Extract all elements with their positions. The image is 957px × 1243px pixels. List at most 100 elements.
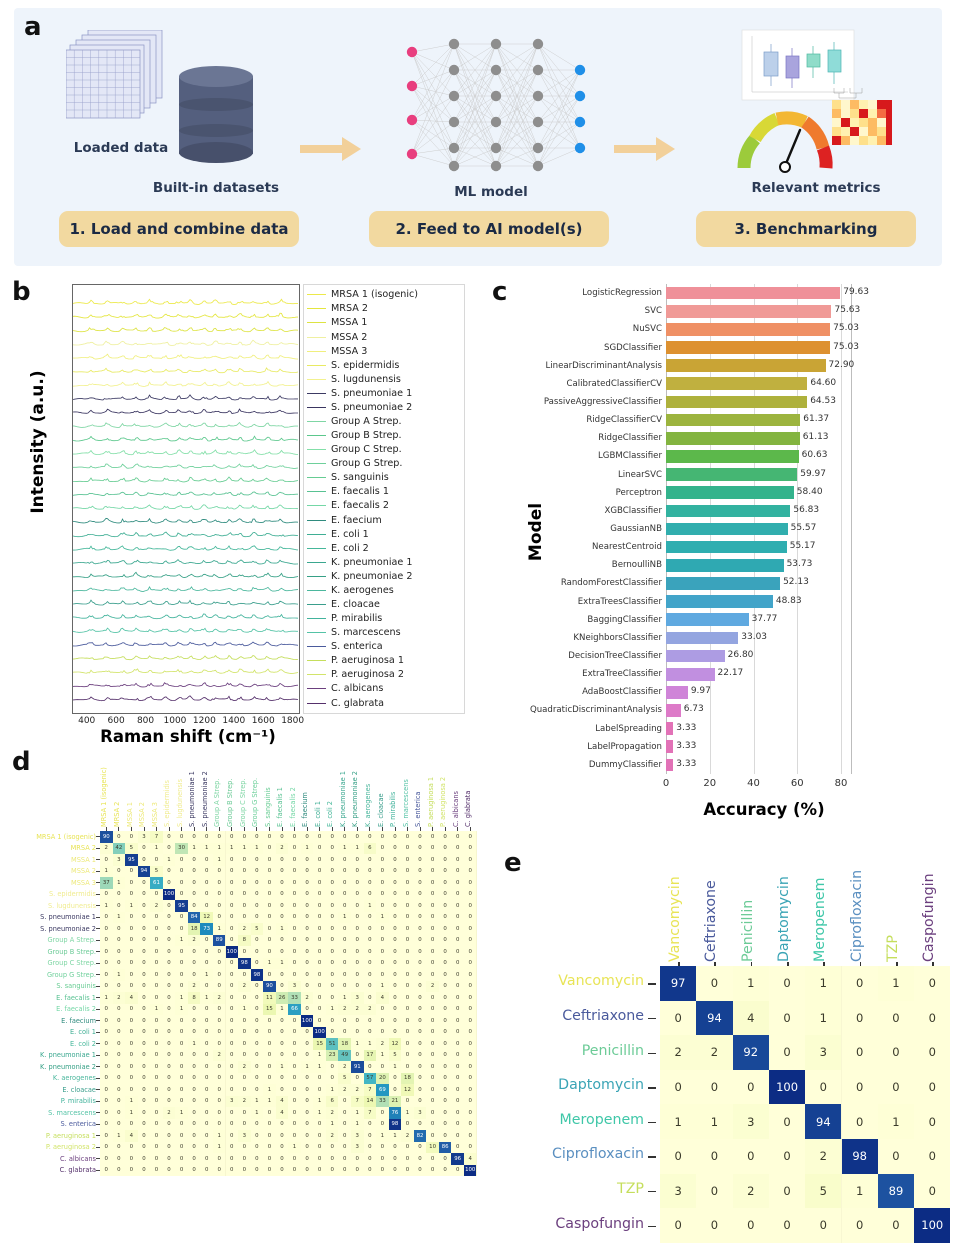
matrix-cell: 0 — [125, 969, 138, 981]
matrix-cell: 0 — [325, 934, 339, 946]
matrix-cell: 1 — [325, 1118, 339, 1130]
bar[interactable] — [666, 595, 773, 608]
row-tick — [96, 1100, 100, 1102]
legend-item[interactable]: Group A Strep. — [307, 415, 461, 429]
legend-item[interactable]: E. coli 1 — [307, 527, 461, 541]
legend-item[interactable]: E. faecalis 2 — [307, 499, 461, 513]
bar[interactable] — [666, 431, 800, 445]
bar[interactable] — [666, 468, 798, 481]
matrix-cell: 0 — [162, 1118, 176, 1130]
legend-item[interactable]: E. faecalis 1 — [307, 485, 461, 499]
matrix-cell: 0 — [162, 1095, 176, 1107]
matrix-cell: 0 — [338, 865, 351, 877]
legend-item[interactable]: P. aeruginosa 2 — [307, 668, 461, 682]
matrix-cell: 0 — [401, 1026, 414, 1038]
bar[interactable] — [666, 504, 791, 518]
bar[interactable] — [666, 558, 784, 572]
legend-item[interactable]: C. glabrata — [307, 696, 461, 710]
matrix-cell: 1 — [376, 1130, 389, 1142]
matrix-cell: 0 — [263, 1015, 276, 1027]
legend-item[interactable]: S. pneumoniae 1 — [307, 387, 461, 401]
legend-item[interactable]: MSSA 1 — [307, 316, 461, 330]
bar[interactable] — [666, 740, 674, 754]
legend-item[interactable]: Group G Strep. — [307, 457, 461, 471]
matrix-cell: 0 — [225, 957, 239, 969]
bar[interactable] — [666, 413, 801, 427]
matrix-cell: 0 — [225, 969, 239, 981]
bar[interactable] — [666, 304, 832, 318]
bar[interactable] — [666, 540, 787, 554]
legend-item[interactable]: Group C Strep. — [307, 443, 461, 457]
legend-item[interactable]: K. pneumoniae 2 — [307, 570, 461, 584]
matrix-cell: 0 — [263, 946, 276, 958]
legend-item[interactable]: MRSA 2 — [307, 302, 461, 316]
matrix-cell: 0 — [438, 1072, 452, 1084]
bar[interactable] — [666, 667, 715, 681]
bar[interactable] — [666, 486, 794, 500]
legend-item[interactable]: S. enterica — [307, 640, 461, 654]
legend-item[interactable]: P. mirabilis — [307, 612, 461, 626]
bar[interactable] — [666, 649, 725, 663]
matrix-cell: 4 — [376, 992, 389, 1004]
matrix-row-label: Group G Strep. — [46, 970, 96, 979]
matrix-cell: 0 — [426, 1130, 439, 1142]
bar[interactable] — [666, 359, 826, 373]
matrix-cell: 0 — [225, 1003, 239, 1015]
matrix-cell: 0 — [388, 980, 402, 992]
bar[interactable] — [666, 704, 681, 717]
matrix-cell: 0 — [351, 1164, 364, 1176]
step-1-pill[interactable]: 1. Load and combine data — [59, 211, 299, 247]
legend-item[interactable]: S. marcescens — [307, 626, 461, 640]
bar[interactable] — [666, 722, 674, 735]
matrix-cell: 0 — [438, 1003, 452, 1015]
bar[interactable] — [666, 631, 739, 645]
bar[interactable] — [666, 613, 749, 627]
legend-item[interactable]: K. pneumoniae 1 — [307, 555, 461, 569]
bar[interactable] — [666, 395, 808, 409]
matrix-cell: 0 — [388, 1084, 402, 1096]
bar[interactable] — [666, 685, 688, 699]
matrix-cell: 0 — [250, 1153, 264, 1165]
legend-item[interactable]: C. albicans — [307, 682, 461, 696]
matrix-cell: 0 — [212, 1015, 226, 1027]
bar[interactable] — [666, 577, 781, 590]
matrix-cell: 0 — [288, 1153, 301, 1165]
bar[interactable] — [666, 286, 841, 300]
bar[interactable] — [666, 377, 808, 391]
bar[interactable] — [666, 341, 831, 354]
x-tick-label: 20 — [703, 778, 717, 789]
matrix-cell: 0 — [338, 831, 351, 843]
step-2-pill[interactable]: 2. Feed to AI model(s) — [369, 211, 609, 247]
matrix-cell: 0 — [351, 980, 364, 992]
matrix-cell: 4 — [125, 992, 138, 1004]
matrix-cell: 0 — [401, 1164, 414, 1176]
matrix-cell: 0 — [275, 1164, 289, 1176]
matrix-cell: 0 — [463, 934, 477, 946]
matrix-column-label: S. enterica — [414, 791, 423, 827]
legend-item[interactable]: E. cloacae — [307, 598, 461, 612]
matrix-column-label: E. faecalis 1 — [276, 787, 285, 827]
legend-item[interactable]: S. pneumoniae 2 — [307, 401, 461, 415]
step-3-pill[interactable]: 3. Benchmarking — [696, 211, 916, 247]
column-tick — [294, 827, 296, 831]
legend-item[interactable]: K. aerogenes — [307, 584, 461, 598]
legend-item[interactable]: Group B Strep. — [307, 429, 461, 443]
legend-item[interactable]: S. sanguinis — [307, 471, 461, 485]
legend-item[interactable]: E. coli 2 — [307, 541, 461, 555]
legend-item[interactable]: S. lugdunensis — [307, 372, 461, 386]
matrix-cell: 0 — [363, 934, 377, 946]
bar[interactable] — [666, 758, 674, 772]
legend-item[interactable]: P. aeruginosa 1 — [307, 654, 461, 668]
matrix-cell: 2 — [338, 1084, 351, 1096]
legend-item[interactable]: E. faecium — [307, 513, 461, 527]
bar[interactable] — [666, 522, 788, 536]
legend-item[interactable]: MRSA 1 (isogenic) — [307, 288, 461, 302]
matrix-cell: 0 — [363, 957, 377, 969]
bar[interactable] — [666, 323, 831, 336]
bar[interactable] — [666, 450, 799, 463]
legend-item[interactable]: MSSA 3 — [307, 344, 461, 358]
column-tick — [105, 827, 107, 831]
matrix-cell: 0 — [250, 900, 264, 912]
legend-item[interactable]: MSSA 2 — [307, 330, 461, 344]
legend-item[interactable]: S. epidermidis — [307, 358, 461, 372]
